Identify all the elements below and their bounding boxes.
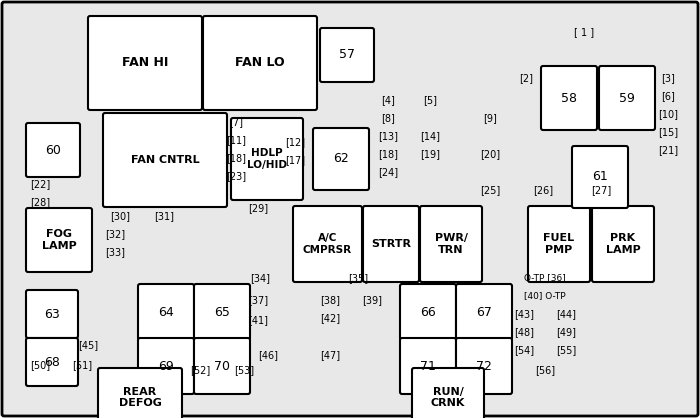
- Text: [49]: [49]: [556, 327, 576, 337]
- Text: [43]: [43]: [514, 309, 534, 319]
- Text: [45]: [45]: [78, 340, 98, 350]
- Text: [32]: [32]: [105, 229, 125, 239]
- Text: [31]: [31]: [154, 211, 174, 221]
- Text: [54]: [54]: [514, 345, 534, 355]
- Text: [41]: [41]: [248, 315, 268, 325]
- Text: [7]: [7]: [229, 117, 243, 127]
- Text: PWR/
TRN: PWR/ TRN: [435, 233, 468, 255]
- Text: [14]: [14]: [420, 131, 440, 141]
- FancyBboxPatch shape: [293, 206, 362, 282]
- Text: 64: 64: [158, 306, 174, 319]
- FancyBboxPatch shape: [26, 290, 78, 338]
- Text: [8]: [8]: [381, 113, 395, 123]
- FancyBboxPatch shape: [599, 66, 655, 130]
- Text: [6]: [6]: [661, 91, 675, 101]
- FancyBboxPatch shape: [88, 16, 202, 110]
- Text: [52]: [52]: [190, 365, 210, 375]
- FancyBboxPatch shape: [400, 338, 456, 394]
- FancyBboxPatch shape: [26, 123, 80, 177]
- Text: [11]: [11]: [226, 135, 246, 145]
- Text: [37]: [37]: [248, 295, 268, 305]
- Text: [55]: [55]: [556, 345, 576, 355]
- Text: 66: 66: [420, 306, 436, 319]
- Text: [29]: [29]: [248, 203, 268, 213]
- Text: [51]: [51]: [72, 360, 92, 370]
- Text: [39]: [39]: [362, 295, 382, 305]
- Text: 71: 71: [420, 359, 436, 372]
- Text: [42]: [42]: [320, 313, 340, 323]
- FancyBboxPatch shape: [363, 206, 419, 282]
- Text: [33]: [33]: [105, 247, 125, 257]
- FancyBboxPatch shape: [400, 284, 456, 340]
- Text: [56]: [56]: [535, 365, 555, 375]
- Text: [2]: [2]: [519, 73, 533, 83]
- Text: [12]: [12]: [285, 137, 305, 147]
- Text: [50]: [50]: [30, 360, 50, 370]
- Text: RUN/
CRNK: RUN/ CRNK: [430, 387, 466, 408]
- Text: 59: 59: [619, 92, 635, 104]
- Text: HDLP
LO/HID: HDLP LO/HID: [247, 148, 287, 170]
- Text: 70: 70: [214, 359, 230, 372]
- Text: [21]: [21]: [658, 145, 678, 155]
- Text: [9]: [9]: [483, 113, 497, 123]
- Text: [25]: [25]: [480, 185, 500, 195]
- Text: [15]: [15]: [658, 127, 678, 137]
- Text: [46]: [46]: [258, 350, 278, 360]
- FancyBboxPatch shape: [98, 368, 182, 418]
- Text: 58: 58: [561, 92, 577, 104]
- Text: REAR
DEFOG: REAR DEFOG: [118, 387, 162, 408]
- FancyBboxPatch shape: [194, 338, 250, 394]
- Text: [ 1 ]: [ 1 ]: [574, 27, 594, 37]
- Text: O-TP [36]: O-TP [36]: [524, 273, 566, 283]
- FancyBboxPatch shape: [412, 368, 484, 418]
- FancyBboxPatch shape: [456, 284, 512, 340]
- Text: FUEL
PMP: FUEL PMP: [543, 233, 575, 255]
- Text: [5]: [5]: [423, 95, 437, 105]
- FancyBboxPatch shape: [572, 146, 628, 208]
- FancyBboxPatch shape: [541, 66, 597, 130]
- Text: [23]: [23]: [226, 171, 246, 181]
- Text: 61: 61: [592, 171, 608, 184]
- FancyBboxPatch shape: [26, 338, 78, 386]
- Text: [18]: [18]: [226, 153, 246, 163]
- Text: [18]: [18]: [378, 149, 398, 159]
- Text: [47]: [47]: [320, 350, 340, 360]
- Text: [35]: [35]: [348, 273, 368, 283]
- Text: [28]: [28]: [30, 197, 50, 207]
- Text: STRTR: STRTR: [371, 239, 411, 249]
- Text: [22]: [22]: [30, 179, 50, 189]
- Text: [24]: [24]: [378, 167, 398, 177]
- Text: [27]: [27]: [591, 185, 611, 195]
- Text: 68: 68: [44, 355, 60, 369]
- FancyBboxPatch shape: [138, 284, 194, 340]
- FancyBboxPatch shape: [203, 16, 317, 110]
- Text: FAN LO: FAN LO: [235, 56, 285, 69]
- FancyBboxPatch shape: [456, 338, 512, 394]
- Text: [17]: [17]: [285, 155, 305, 165]
- FancyBboxPatch shape: [592, 206, 654, 282]
- Text: [53]: [53]: [234, 365, 254, 375]
- Text: [19]: [19]: [420, 149, 440, 159]
- FancyBboxPatch shape: [313, 128, 369, 190]
- FancyBboxPatch shape: [194, 284, 250, 340]
- Text: 65: 65: [214, 306, 230, 319]
- Text: FOG
LAMP: FOG LAMP: [41, 229, 76, 251]
- FancyBboxPatch shape: [26, 208, 92, 272]
- Text: [44]: [44]: [556, 309, 576, 319]
- Text: 60: 60: [45, 143, 61, 156]
- Text: A/C
CMPRSR: A/C CMPRSR: [303, 233, 352, 255]
- Text: 72: 72: [476, 359, 492, 372]
- Text: 69: 69: [158, 359, 174, 372]
- Text: FAN HI: FAN HI: [122, 56, 168, 69]
- FancyBboxPatch shape: [528, 206, 590, 282]
- Text: FAN CNTRL: FAN CNTRL: [131, 155, 200, 165]
- Text: 63: 63: [44, 308, 60, 321]
- Text: [20]: [20]: [480, 149, 500, 159]
- Text: [4]: [4]: [381, 95, 395, 105]
- Text: PRK
LAMP: PRK LAMP: [606, 233, 640, 255]
- Text: [13]: [13]: [378, 131, 398, 141]
- Text: 62: 62: [333, 153, 349, 166]
- Text: [34]: [34]: [250, 273, 270, 283]
- Text: [30]: [30]: [110, 211, 130, 221]
